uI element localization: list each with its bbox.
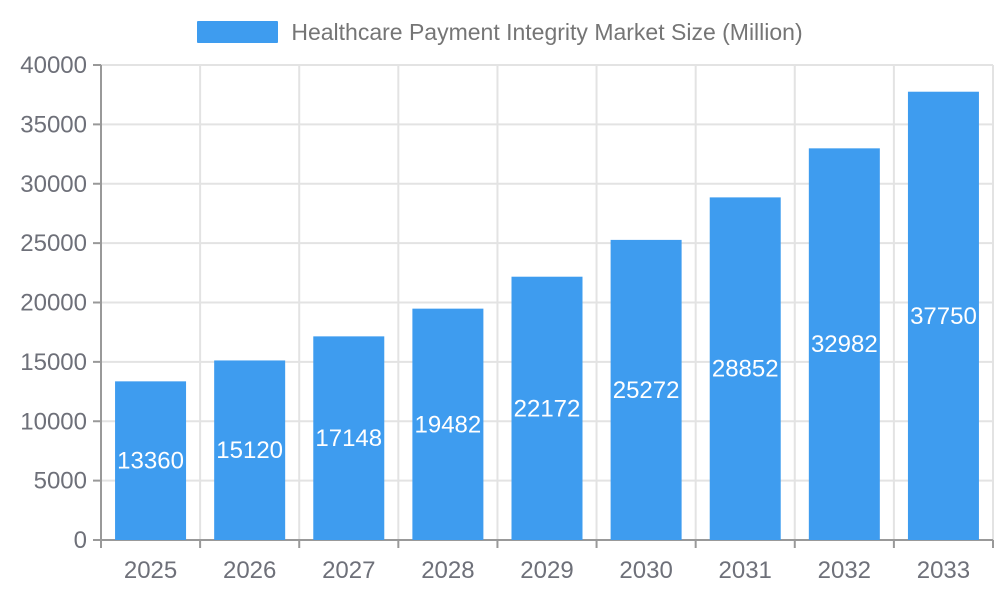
y-tick-label: 40000 [20,52,87,79]
bar-2026 [214,360,286,540]
legend[interactable]: Healthcare Payment Integrity Market Size… [0,20,1000,44]
x-tick-label: 2025 [124,557,177,584]
y-tick-label: 25000 [20,230,87,257]
x-tick-label: 2033 [917,557,970,584]
bar-value-label: 22172 [514,395,581,422]
bar-2032 [808,148,880,540]
bar-2031 [709,197,781,540]
bar-value-label: 15120 [216,437,283,464]
x-tick-label: 2032 [818,557,871,584]
bar-value-label: 32982 [811,331,878,358]
bar-2025 [115,381,187,540]
y-tick-label: 30000 [20,171,87,198]
bar-value-label: 25272 [613,377,680,404]
x-tick-label: 2029 [520,557,573,584]
x-tick-label: 2030 [619,557,672,584]
bar-2033 [907,91,979,540]
bar-2029 [511,276,583,540]
bar-2027 [313,336,385,540]
y-tick-label: 20000 [20,290,87,317]
x-tick-label: 2028 [421,557,474,584]
bar-value-label: 19482 [415,411,482,438]
bar-value-label: 17148 [315,425,382,452]
bar-value-label: 37750 [910,303,977,330]
legend-swatch[interactable] [197,21,279,43]
y-tick-label: 15000 [20,349,87,376]
bar-value-label: 28852 [712,356,779,383]
y-tick-label: 10000 [20,408,87,435]
bar-value-label: 13360 [117,448,184,475]
bar-2030 [610,239,682,540]
y-tick-label: 5000 [34,468,87,495]
x-tick-label: 2031 [719,557,772,584]
x-tick-label: 2026 [223,557,276,584]
y-tick-label: 35000 [20,111,87,138]
legend-label[interactable]: Healthcare Payment Integrity Market Size… [291,19,803,45]
x-tick-label: 2027 [322,557,375,584]
bar-2028 [412,308,484,540]
y-tick-label: 0 [74,527,87,554]
